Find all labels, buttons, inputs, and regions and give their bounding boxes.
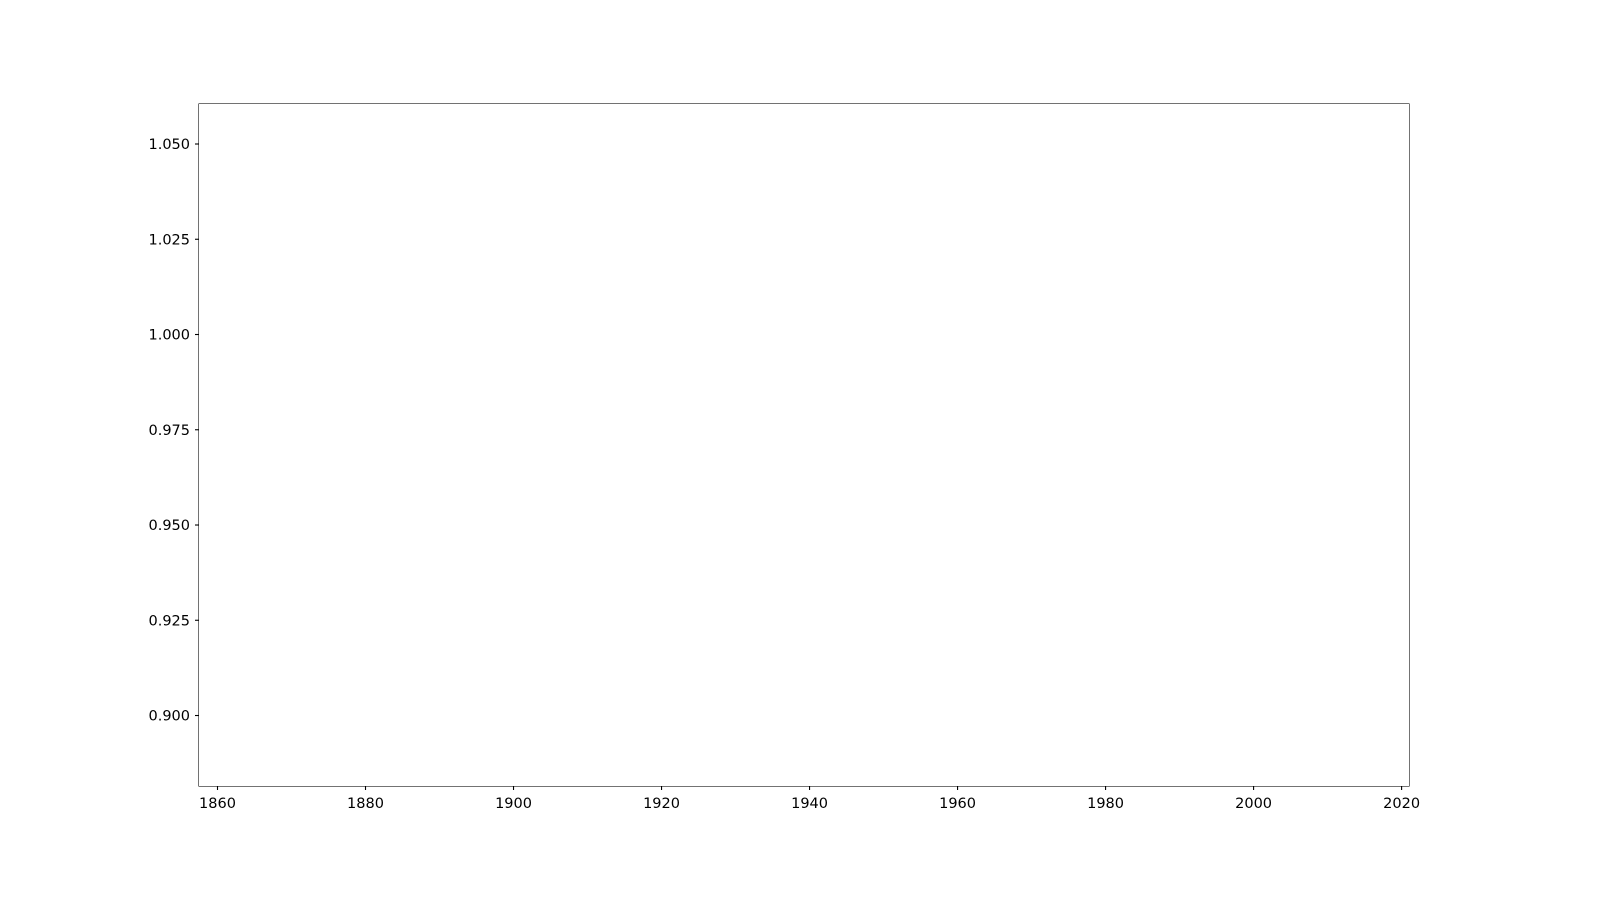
x-tick-label: 1880 [347,796,384,812]
x-tick-label: 1940 [791,796,828,812]
x-tick-label: 2020 [1383,796,1420,812]
y-tick-label: 0.975 [148,423,190,439]
axes-background [199,104,1409,786]
y-tick-label: 0.950 [148,518,190,534]
x-tick-label: 1960 [939,796,976,812]
y-tick-label: 1.025 [148,232,190,248]
x-tick-label: 1900 [495,796,532,812]
y-tick-label: 1.050 [148,137,190,153]
y-axis-ticks: 0.900 0.925 0.950 0.975 1.000 1.025 1.050 [148,137,199,725]
y-tick-label: 0.925 [148,613,190,629]
x-tick-label: 1980 [1087,796,1124,812]
x-axis-ticks: 1860 1880 1900 1920 1940 1960 1980 2000 2020 [199,786,1420,812]
y-tick-label: 0.900 [148,709,190,725]
x-tick-label: 1860 [199,796,236,812]
x-tick-label: 1920 [643,796,680,812]
x-tick-label: 2000 [1235,796,1272,812]
y-tick-label: 1.000 [148,328,190,344]
